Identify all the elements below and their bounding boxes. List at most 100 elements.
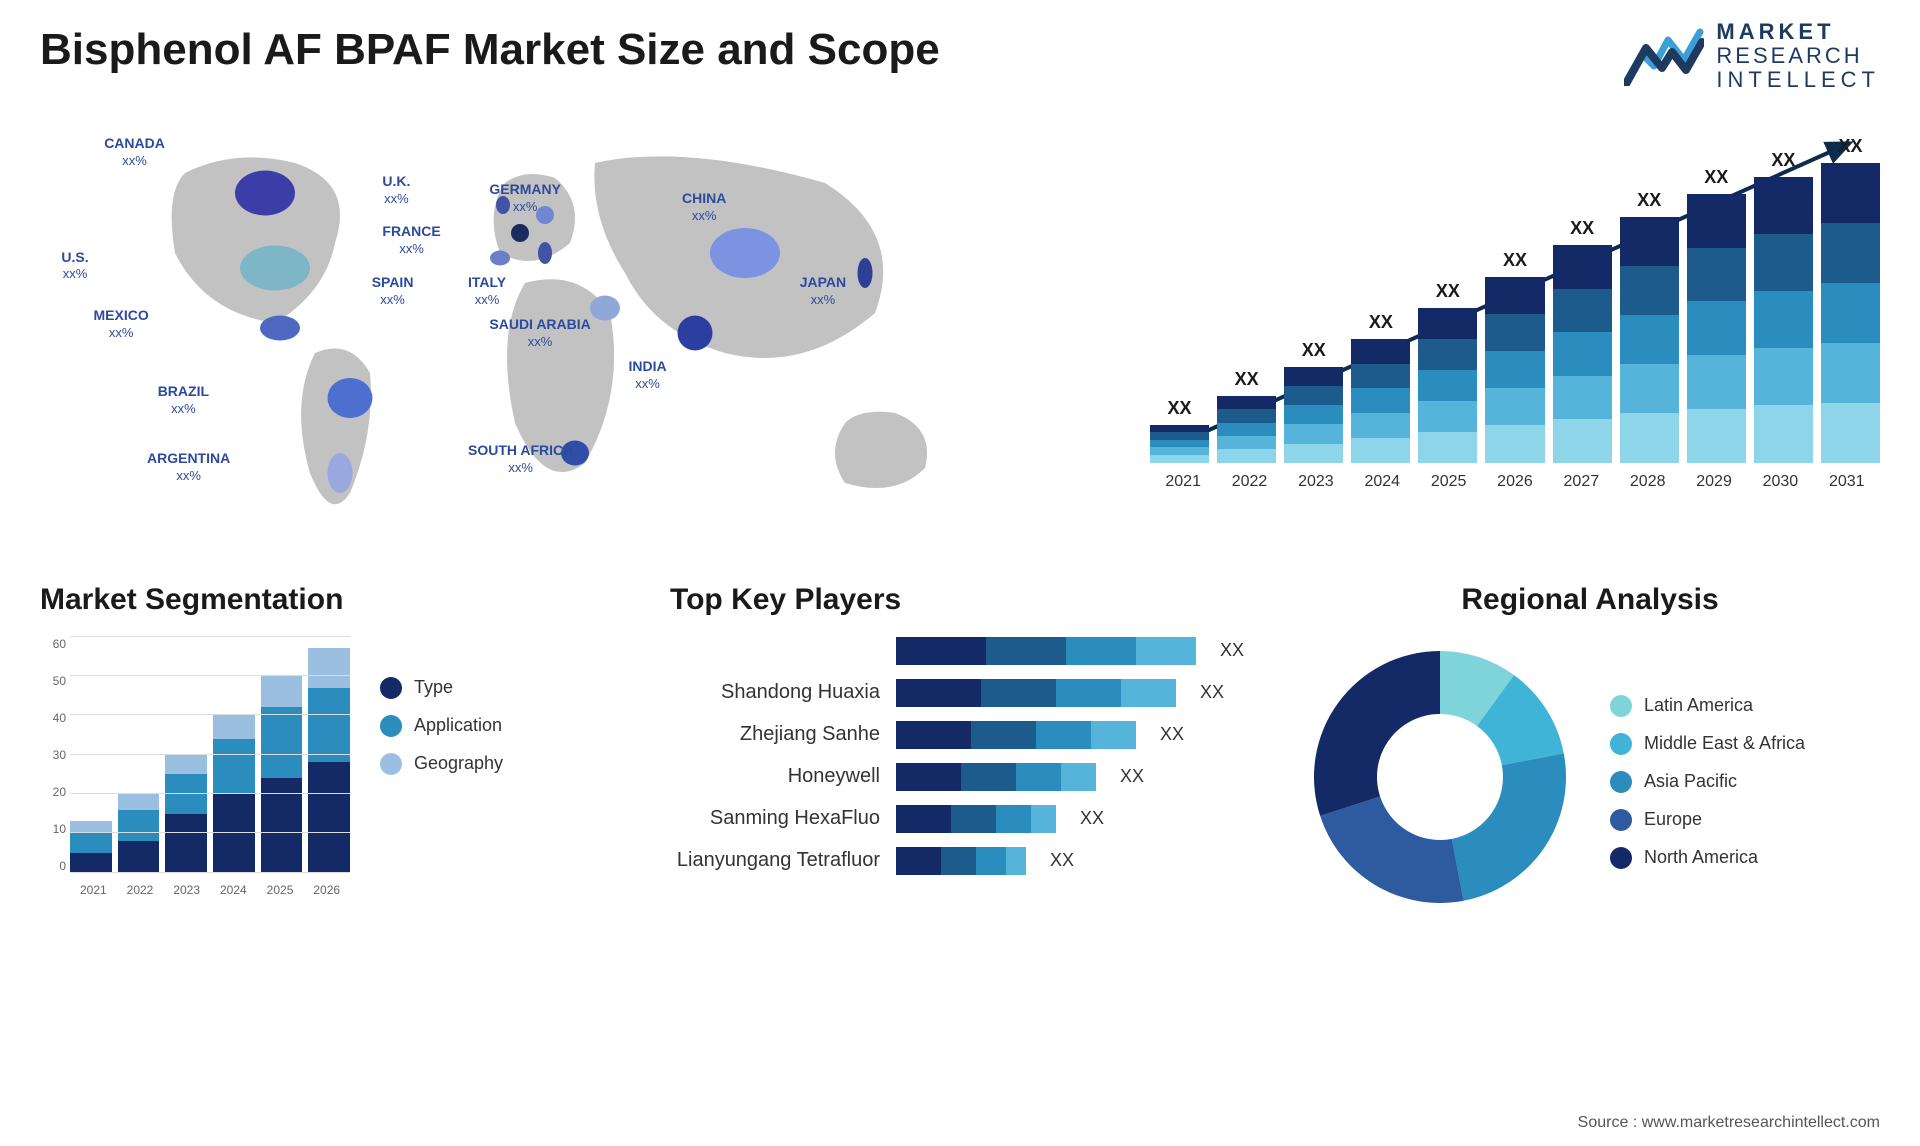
player-value: XX	[1160, 724, 1184, 745]
donut-slice	[1452, 753, 1566, 900]
map-label: CANADAxx%	[104, 135, 165, 169]
segmentation-legend: Type Application Geography	[380, 637, 503, 897]
player-value: XX	[1120, 766, 1144, 787]
player-row: Zhejiang Sanhe XX	[670, 721, 1250, 749]
growth-bar: XX	[1821, 136, 1880, 463]
segmentation-panel: Market Segmentation 0102030405060 202120…	[40, 583, 620, 917]
legend-label: Latin America	[1644, 695, 1753, 716]
map-label: GERMANYxx%	[489, 181, 561, 215]
growth-x-label: 2030	[1747, 473, 1813, 491]
player-value: XX	[1200, 682, 1224, 703]
seg-bar	[261, 676, 303, 873]
legend-label: Europe	[1644, 809, 1702, 830]
player-name: Shandong Huaxia	[670, 681, 880, 704]
logo-text-1: MARKET	[1716, 20, 1880, 44]
seg-x-label: 2026	[303, 883, 350, 897]
page-title: Bisphenol AF BPAF Market Size and Scope	[40, 20, 940, 75]
growth-bar: XX	[1418, 281, 1477, 462]
growth-bar-value: XX	[1570, 218, 1594, 239]
growth-x-label: 2029	[1681, 473, 1747, 491]
seg-bar	[165, 755, 207, 873]
map-label: SOUTH AFRICAxx%	[468, 442, 573, 476]
player-bar	[896, 637, 1196, 665]
growth-chart: XXXXXXXXXXXXXXXXXXXXXX 20212022202320242…	[1150, 123, 1880, 543]
map-label: ITALYxx%	[468, 274, 506, 308]
map-label: MEXICOxx%	[94, 307, 149, 341]
regional-title: Regional Analysis	[1300, 583, 1880, 617]
growth-bar: XX	[1284, 340, 1343, 462]
donut-slice	[1320, 796, 1463, 903]
growth-bar: XX	[1553, 218, 1612, 462]
player-row: Lianyungang Tetrafluor XX	[670, 847, 1250, 875]
regional-donut	[1300, 637, 1580, 917]
seg-x-label: 2025	[257, 883, 304, 897]
legend-swatch	[1610, 809, 1632, 831]
legend-item: Geography	[380, 753, 503, 775]
growth-bar-value: XX	[1838, 136, 1862, 157]
growth-bar-value: XX	[1771, 150, 1795, 171]
growth-bar: XX	[1351, 312, 1410, 463]
growth-bar: XX	[1485, 250, 1544, 463]
growth-bar-value: XX	[1436, 281, 1460, 302]
player-row: .XX	[670, 637, 1250, 665]
growth-bar-value: XX	[1369, 312, 1393, 333]
legend-label: Middle East & Africa	[1644, 733, 1805, 754]
player-name: Lianyungang Tetrafluor	[670, 849, 880, 872]
regional-legend: Latin America Middle East & Africa Asia Pa…	[1610, 685, 1805, 869]
player-bar	[896, 847, 1026, 875]
legend-swatch	[1610, 733, 1632, 755]
map-label: INDIAxx%	[629, 358, 667, 392]
growth-bar: XX	[1150, 398, 1209, 463]
legend-swatch	[1610, 847, 1632, 869]
player-bar	[896, 805, 1056, 833]
player-bar	[896, 763, 1096, 791]
growth-bar-value: XX	[1168, 398, 1192, 419]
legend-item: Asia Pacific	[1610, 771, 1805, 793]
seg-bar	[70, 821, 112, 872]
map-label: JAPANxx%	[800, 274, 846, 308]
player-value: XX	[1050, 850, 1074, 871]
growth-x-label: 2031	[1814, 473, 1880, 491]
players-panel: Top Key Players .XXShandong HuaxiaXXZhej…	[670, 583, 1250, 917]
map-label: FRANCExx%	[382, 223, 440, 257]
player-row: Shandong Huaxia XX	[670, 679, 1250, 707]
legend-swatch	[1610, 695, 1632, 717]
brand-logo: MARKET RESEARCH INTELLECT	[1624, 20, 1880, 93]
logo-text-3: INTELLECT	[1716, 68, 1880, 92]
donut-slice	[1314, 651, 1440, 816]
seg-bar	[213, 715, 255, 872]
growth-x-label: 2025	[1415, 473, 1481, 491]
player-row: Honeywell XX	[670, 763, 1250, 791]
growth-x-label: 2027	[1548, 473, 1614, 491]
legend-item: Application	[380, 715, 503, 737]
legend-item: Middle East & Africa	[1610, 733, 1805, 755]
growth-x-label: 2024	[1349, 473, 1415, 491]
player-bar	[896, 679, 1176, 707]
legend-label: North America	[1644, 847, 1758, 868]
legend-item: Latin America	[1610, 695, 1805, 717]
legend-item: Type	[380, 677, 503, 699]
legend-swatch	[380, 753, 402, 775]
legend-label: Application	[414, 715, 502, 736]
player-name: Honeywell	[670, 765, 880, 788]
player-bar	[896, 721, 1136, 749]
player-value: XX	[1220, 640, 1244, 661]
seg-bar	[118, 794, 160, 873]
growth-x-label: 2023	[1283, 473, 1349, 491]
legend-item: North America	[1610, 847, 1805, 869]
map-label: SAUDI ARABIAxx%	[489, 316, 590, 350]
map-label: U.S.xx%	[61, 249, 88, 283]
growth-bar-value: XX	[1302, 340, 1326, 361]
player-name: Sanming HexaFluo	[670, 807, 880, 830]
growth-x-label: 2028	[1615, 473, 1681, 491]
growth-bar: XX	[1217, 369, 1276, 463]
segmentation-chart: 0102030405060 202120222023202420252026	[40, 637, 350, 897]
growth-x-label: 2022	[1216, 473, 1282, 491]
seg-x-label: 2024	[210, 883, 257, 897]
player-name: Zhejiang Sanhe	[670, 723, 880, 746]
segmentation-title: Market Segmentation	[40, 583, 620, 617]
growth-bar: XX	[1620, 190, 1679, 463]
legend-label: Type	[414, 677, 453, 698]
map-label: BRAZILxx%	[158, 383, 209, 417]
map-label: ARGENTINAxx%	[147, 450, 230, 484]
